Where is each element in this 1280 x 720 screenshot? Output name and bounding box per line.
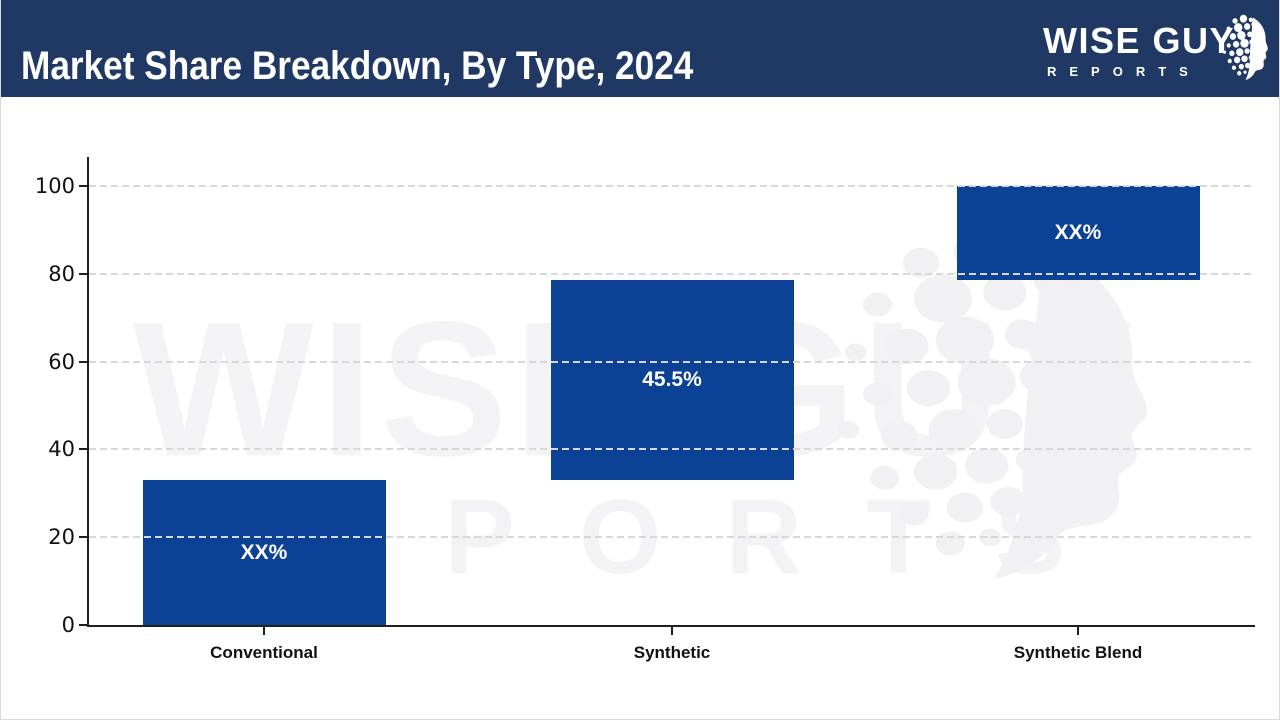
y-axis-spine xyxy=(87,157,89,627)
x-tick-mark xyxy=(1077,627,1079,635)
gridline-20 xyxy=(89,536,1255,539)
y-tick-label: 100 xyxy=(34,174,75,198)
gridline-100 xyxy=(89,185,1255,187)
gridline-80 xyxy=(89,272,1255,275)
y-tick-label: 40 xyxy=(48,437,75,462)
bar-value-label: XX% xyxy=(240,540,288,564)
y-tick-mark xyxy=(79,185,87,187)
y-tick-mark xyxy=(79,360,87,363)
y-tick-mark xyxy=(79,448,87,451)
logo-wordmark: WISE GUY xyxy=(1043,20,1236,61)
x-tick-mark xyxy=(263,627,265,635)
bar-synthetic xyxy=(550,280,794,481)
header-bar: Market Share Breakdown, By Type, 2024 WI… xyxy=(1,0,1279,97)
bar-value-label: 45.5% xyxy=(642,368,702,392)
gridline-60 xyxy=(89,360,1255,363)
y-tick-mark xyxy=(79,536,87,539)
x-category-label: Conventional xyxy=(210,643,318,662)
y-tick-label: 60 xyxy=(48,349,75,374)
bar-conventional xyxy=(142,480,386,625)
page-title: Market Share Breakdown, By Type, 2024 xyxy=(21,44,694,88)
y-tick-label: 0 xyxy=(61,613,75,637)
logo-reports-text: REPORTS xyxy=(1047,64,1201,79)
wiseguy-logo: WISE GUY REPORTS xyxy=(1041,10,1277,92)
y-tick-mark xyxy=(79,624,87,626)
gridline-40 xyxy=(89,448,1255,451)
x-tick-mark xyxy=(671,627,673,635)
x-axis-spine xyxy=(87,625,1255,627)
bar-value-label: XX% xyxy=(1054,221,1102,245)
y-tick-label: 80 xyxy=(48,261,75,286)
x-category-label: Synthetic Blend xyxy=(1013,643,1143,662)
logo-head-icon xyxy=(1222,14,1268,80)
x-category-label: Synthetic xyxy=(633,643,711,662)
y-tick-label: 20 xyxy=(48,525,75,550)
y-tick-mark xyxy=(79,272,87,275)
